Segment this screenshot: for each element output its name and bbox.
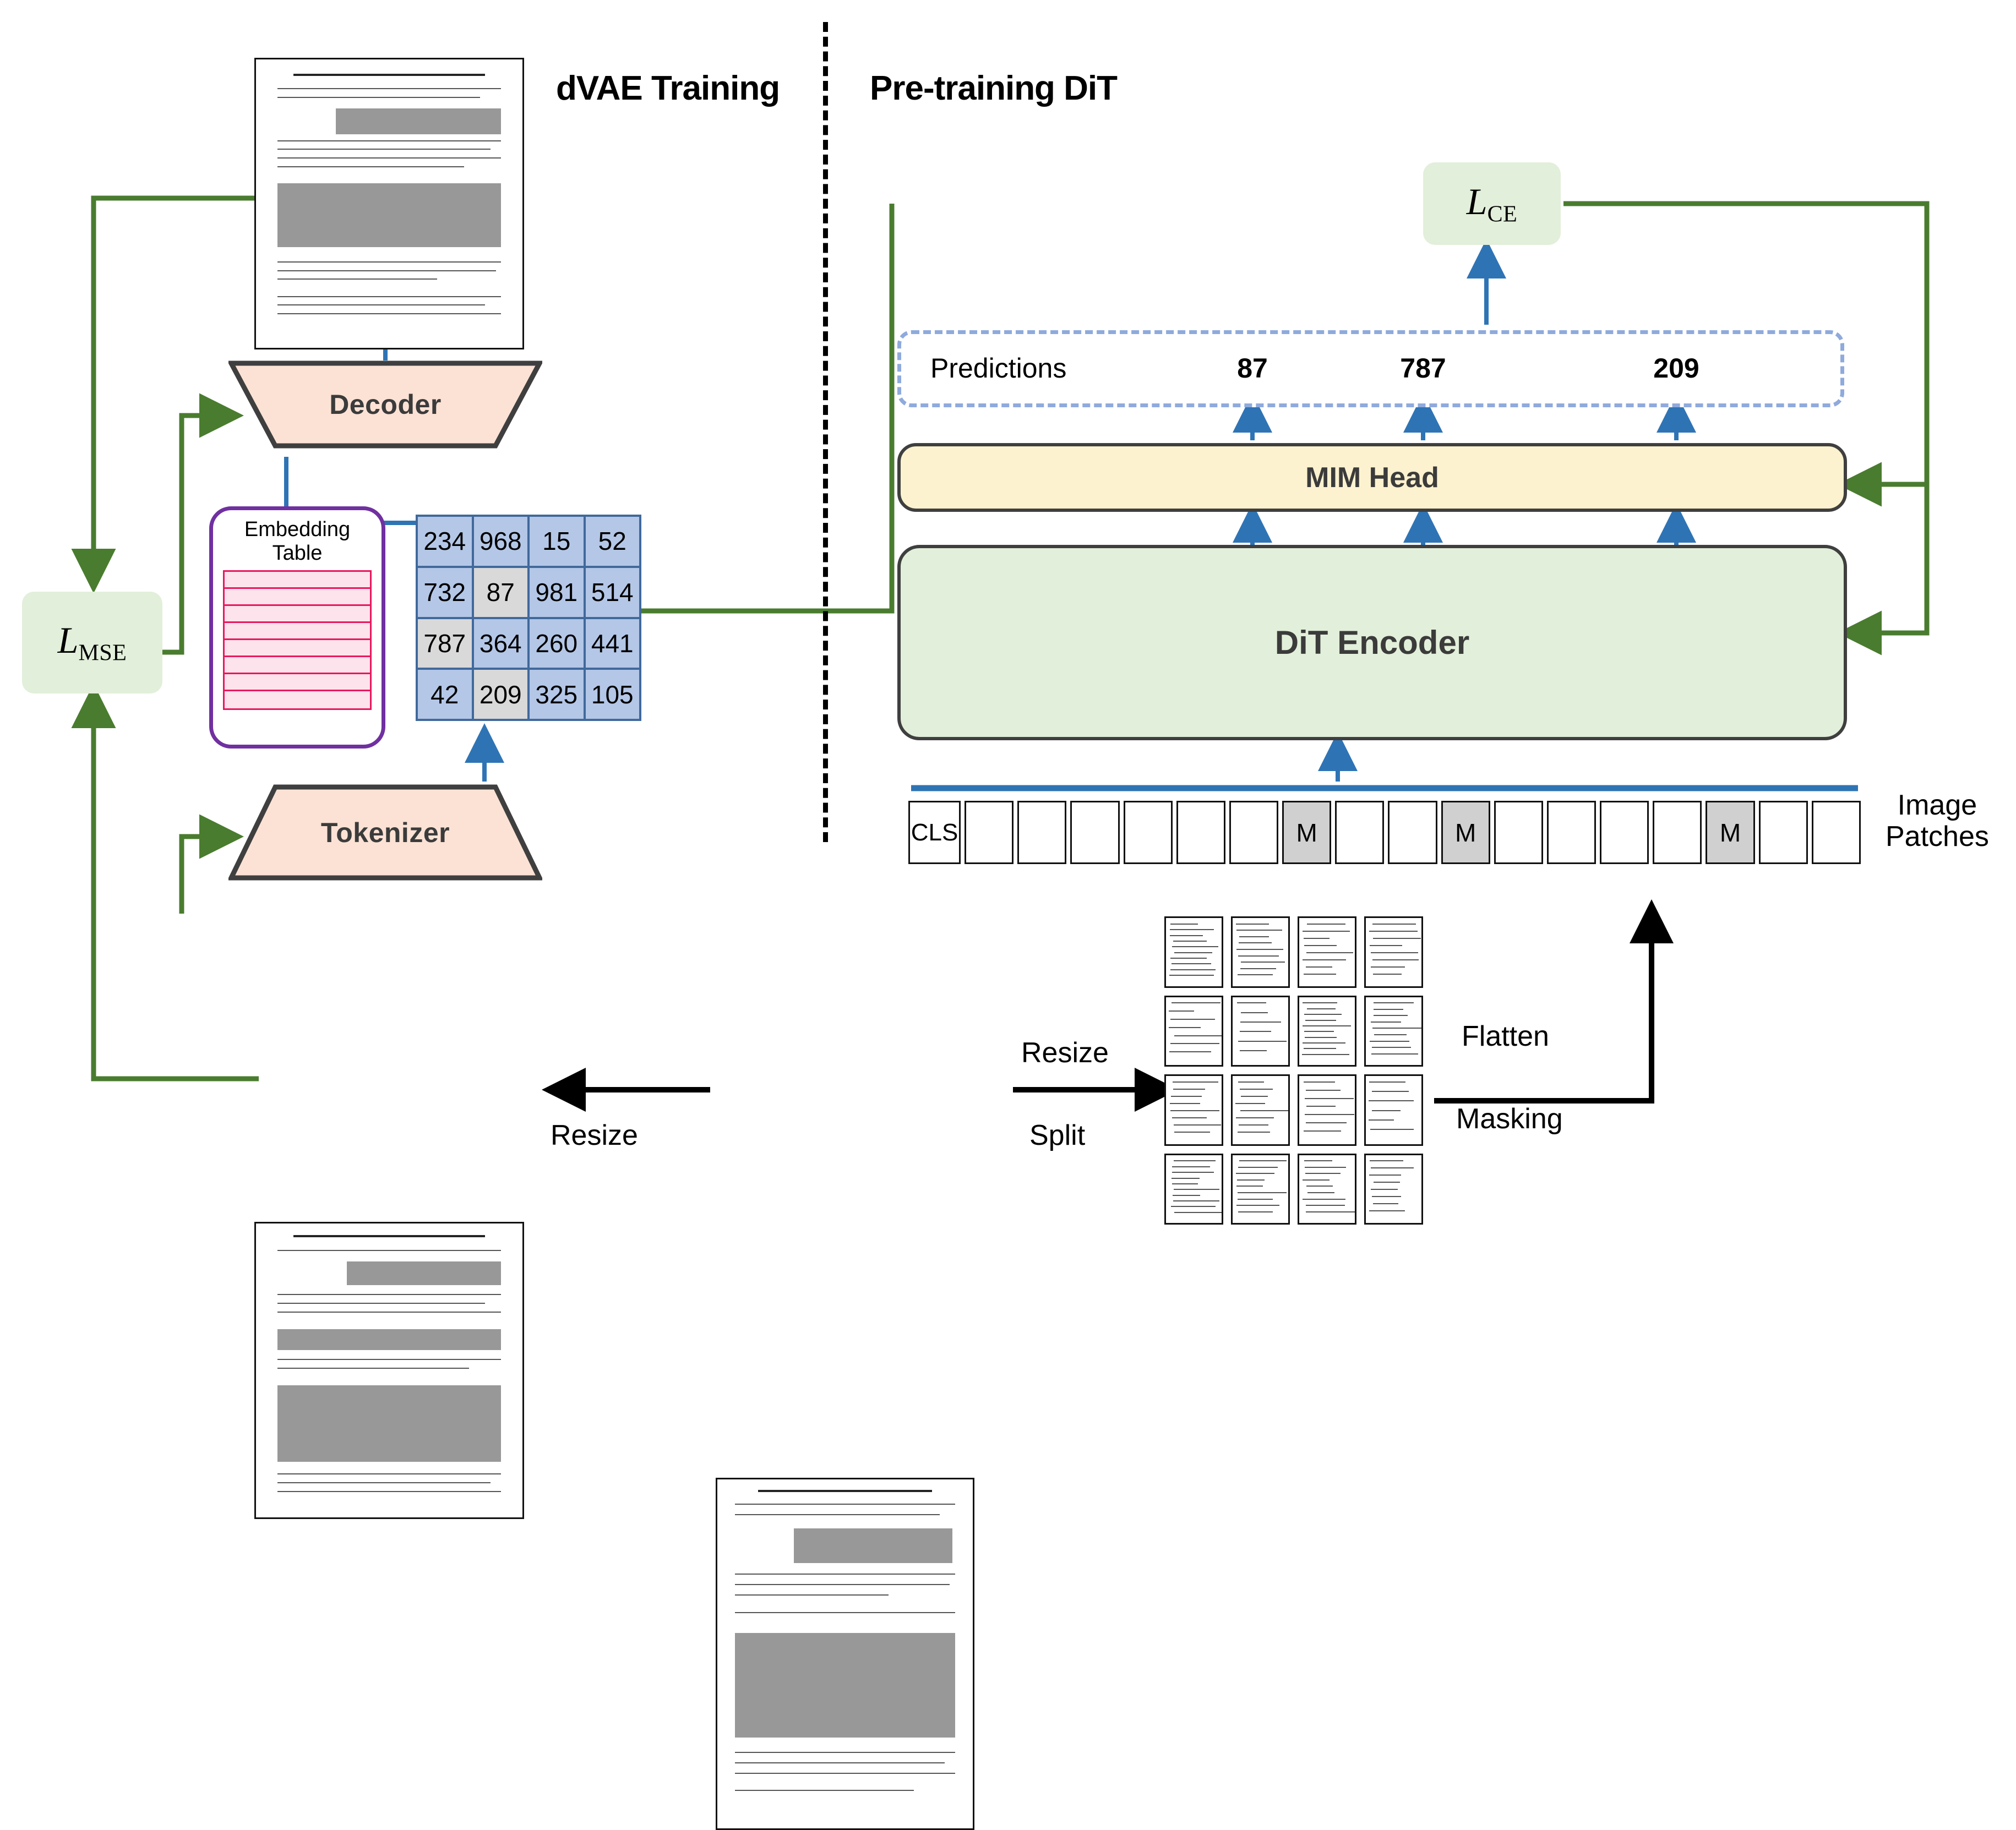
token-cell-0-2[interactable]: 15 — [528, 516, 585, 567]
loss-ce-box: LCE — [1423, 162, 1561, 245]
split-patch-10 — [1298, 1074, 1356, 1146]
pipeline-arrows — [542, 899, 1674, 1112]
embedding-table-rows — [223, 570, 372, 711]
reconstructed-document-thumbnail — [254, 58, 524, 349]
image-patch-strip: CLS M M M — [908, 801, 1861, 864]
image-patch-12 — [1600, 801, 1649, 864]
split-patch-9 — [1231, 1074, 1290, 1146]
mask-token-9: M — [1441, 801, 1490, 864]
token-cell-0-3[interactable]: 52 — [584, 516, 640, 567]
token-cell-1-1[interactable]: 87 — [472, 566, 528, 618]
prediction-value-2: 209 — [1653, 353, 1699, 384]
prediction-value-0: 87 — [1237, 353, 1268, 384]
image-patch-13 — [1653, 801, 1702, 864]
split-patch-2 — [1298, 916, 1356, 988]
section-divider — [823, 22, 828, 842]
token-cell-1-0[interactable]: 732 — [417, 566, 473, 618]
loss-ce-label: LCE — [1466, 180, 1518, 227]
token-cell-1-2[interactable]: 981 — [528, 566, 585, 618]
predictions-box — [897, 330, 1844, 407]
split-patch-grid — [1164, 916, 1423, 1225]
split-patch-15 — [1364, 1153, 1423, 1225]
split-patch-3 — [1364, 916, 1423, 988]
token-cell-3-3[interactable]: 105 — [584, 669, 640, 720]
image-patch-1 — [1017, 801, 1067, 864]
token-cell-3-0[interactable]: 42 — [417, 669, 473, 720]
token-cell-2-2[interactable]: 260 — [528, 618, 585, 669]
mask-token-14: M — [1706, 801, 1755, 864]
image-patch-5 — [1229, 801, 1279, 864]
flatten-label: Flatten — [1462, 1020, 1549, 1052]
decoder-block[interactable]: Decoder — [228, 360, 542, 449]
decoder-label: Decoder — [329, 389, 442, 420]
visual-token-grid[interactable]: 234 968 15 52 732 87 981 514 787 364 260 441 42 209 32… — [416, 515, 641, 721]
token-cell-0-0[interactable]: 234 — [417, 516, 473, 567]
image-patch-0 — [965, 801, 1014, 864]
split-patch-12 — [1164, 1153, 1223, 1225]
loss-mse-box: LMSE — [22, 592, 162, 693]
image-patch-11 — [1546, 801, 1597, 864]
mask-token-6: M — [1282, 801, 1332, 864]
token-cell-2-3[interactable]: 441 — [584, 618, 640, 669]
split-patch-4 — [1164, 995, 1223, 1067]
resize-right-label: Resize — [1021, 1037, 1109, 1069]
image-patch-7 — [1335, 801, 1385, 864]
tokenizer-block[interactable]: Tokenizer — [228, 784, 542, 881]
token-cell-0-1[interactable]: 968 — [472, 516, 528, 567]
tokenizer-label: Tokenizer — [320, 817, 450, 848]
token-cell-2-0[interactable]: 787 — [417, 618, 473, 669]
cls-token: CLS — [908, 801, 961, 864]
image-patch-3 — [1123, 801, 1173, 864]
image-patch-16 — [1811, 801, 1861, 864]
split-patch-1 — [1231, 916, 1290, 988]
embedding-table-caption: Embedding Table — [244, 518, 351, 565]
token-cell-2-1[interactable]: 364 — [472, 618, 528, 669]
split-patch-7 — [1364, 995, 1423, 1067]
split-patch-0 — [1164, 916, 1223, 988]
resized-input-document-thumbnail — [254, 1222, 524, 1519]
image-patch-15 — [1758, 801, 1808, 864]
image-patch-10 — [1494, 801, 1543, 864]
image-patches-label: Image Patches — [1886, 789, 1989, 853]
loss-mse-label: LMSE — [57, 619, 127, 666]
split-patch-14 — [1298, 1153, 1356, 1225]
token-cell-1-3[interactable]: 514 — [584, 566, 640, 618]
image-patch-2 — [1070, 801, 1120, 864]
image-patch-8 — [1388, 801, 1437, 864]
section-title-dit: Pre-training DiT — [870, 69, 1118, 107]
split-label: Split — [1029, 1119, 1086, 1151]
resize-left-label: Resize — [551, 1119, 638, 1151]
image-patch-4 — [1176, 801, 1225, 864]
embedding-table[interactable]: Embedding Table — [209, 506, 385, 749]
split-patch-13 — [1231, 1153, 1290, 1225]
split-patch-6 — [1298, 995, 1356, 1067]
masking-label: Masking — [1456, 1103, 1563, 1135]
split-patch-8 — [1164, 1074, 1223, 1146]
section-title-dvae: dVAE Training — [556, 69, 780, 107]
token-cell-3-1[interactable]: 209 — [472, 669, 528, 720]
predictions-label: Predictions — [930, 353, 1067, 384]
split-patch-5 — [1231, 995, 1290, 1067]
token-cell-3-2[interactable]: 325 — [528, 669, 585, 720]
prediction-value-1: 787 — [1400, 353, 1446, 384]
split-patch-11 — [1364, 1074, 1423, 1146]
dit-encoder-block[interactable]: DiT Encoder — [897, 545, 1847, 740]
original-document-thumbnail — [716, 1478, 974, 1830]
mim-head-block[interactable]: MIM Head — [897, 443, 1847, 512]
